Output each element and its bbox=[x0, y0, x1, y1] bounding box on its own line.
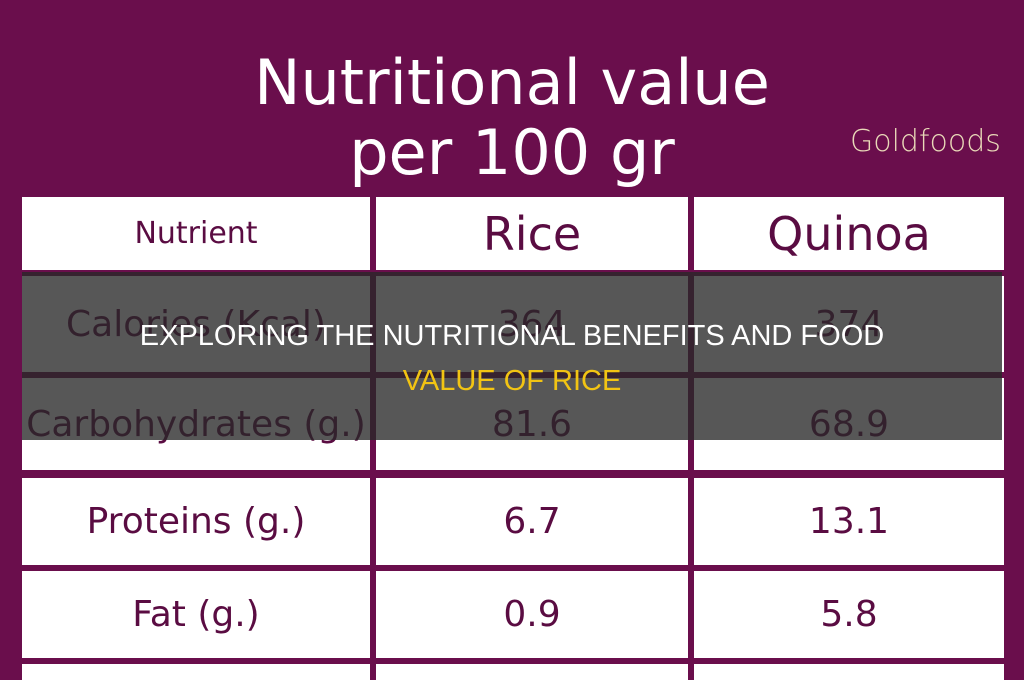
table-cell-empty bbox=[694, 664, 1004, 680]
table-cell: Nutrient bbox=[22, 197, 370, 270]
table-cell-empty bbox=[376, 664, 688, 680]
table-cell: Fat (g.) bbox=[22, 571, 370, 658]
overlay-title: VALUE OF RICE bbox=[402, 365, 622, 397]
table-cell: Quinoa bbox=[694, 197, 1004, 270]
table-cell: 0.9 bbox=[376, 571, 688, 658]
logo: Goldfoods bbox=[850, 124, 1001, 159]
title-line: per 100 gr bbox=[349, 116, 675, 189]
table-cell: 13.1 bbox=[694, 478, 1004, 565]
table-cell: 6.7 bbox=[376, 478, 688, 565]
table-cell-empty bbox=[22, 664, 370, 680]
overlay-band bbox=[22, 272, 1002, 440]
table-cell: Rice bbox=[376, 197, 688, 270]
table-cell: 5.8 bbox=[694, 571, 1004, 658]
table-cell: Proteins (g.) bbox=[22, 478, 370, 565]
overlay-title: EXPLORING THE NUTRITIONAL BENEFITS AND F… bbox=[139, 320, 885, 352]
title-line: Nutritional value bbox=[254, 46, 770, 119]
